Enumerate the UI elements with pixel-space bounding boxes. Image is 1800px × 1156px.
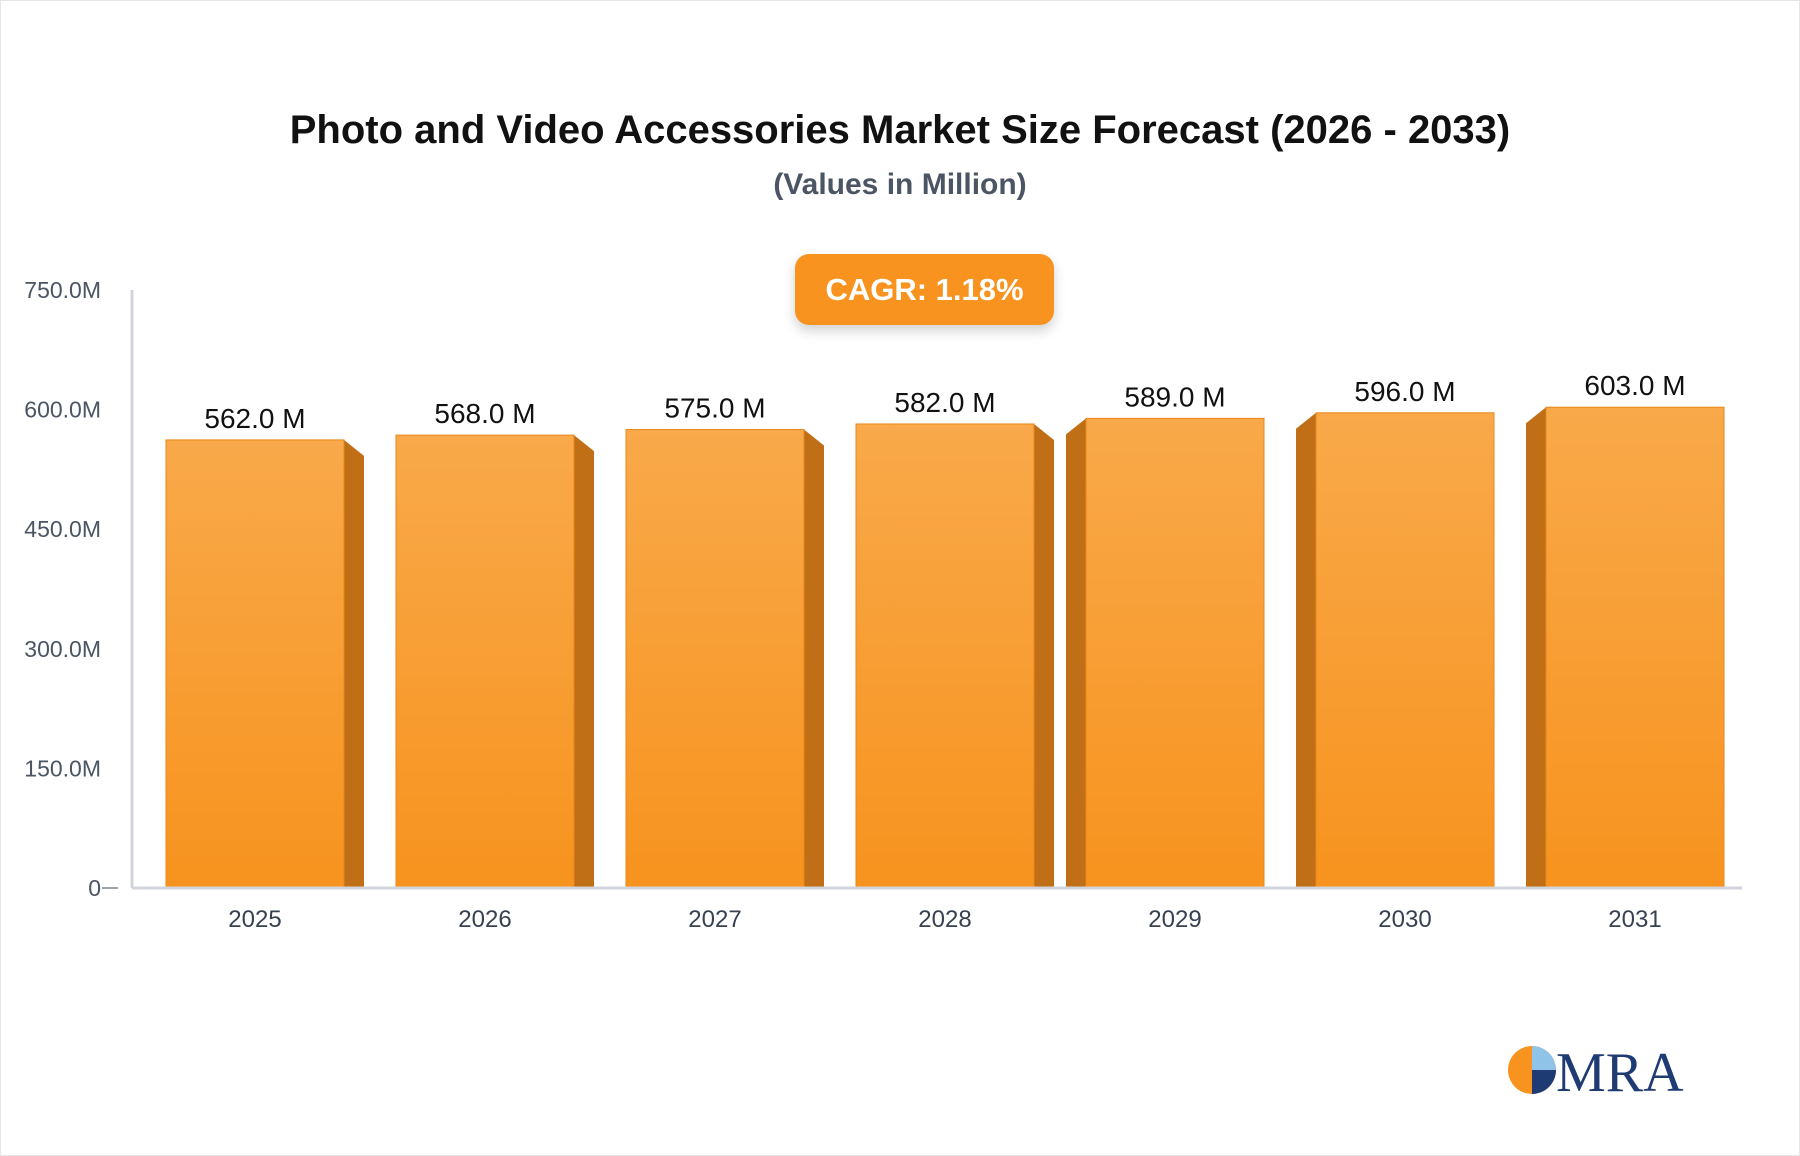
x-tick-label-2025: 2025 — [228, 906, 281, 933]
bar-2029 — [1085, 417, 1265, 889]
logo-blue-wedge — [1532, 1046, 1556, 1070]
bar-side-2029 — [1066, 418, 1086, 888]
y-tick-label: 600.0M — [24, 397, 101, 423]
bar-side-2027 — [804, 429, 824, 888]
bar-2026 — [395, 434, 575, 889]
bar-2031 — [1545, 406, 1725, 889]
bar-2030 — [1315, 412, 1495, 889]
y-tick-label: 750.0M — [24, 277, 101, 303]
bar-2028 — [855, 423, 1035, 889]
y-tick-label: 300.0M — [24, 636, 101, 662]
data-label-2026: 568.0 M — [434, 398, 535, 429]
bar-side-2031 — [1526, 407, 1546, 888]
data-label-2025: 562.0 M — [204, 403, 305, 434]
bar-side-2030 — [1296, 412, 1316, 888]
y-tick-label: 450.0M — [24, 516, 101, 542]
data-label-2030: 596.0 M — [1354, 376, 1455, 407]
x-tick-label-2027: 2027 — [688, 906, 741, 933]
data-label-2027: 575.0 M — [664, 393, 765, 424]
bar-side-2028 — [1034, 423, 1054, 888]
chart-title: Photo and Video Accessories Market Size … — [289, 108, 1511, 152]
y-tick-label: 0 — [88, 875, 101, 901]
mra-logo: MRA — [1508, 1042, 1684, 1100]
bar-side-2025 — [344, 439, 364, 888]
x-tick-label-2028: 2028 — [918, 906, 971, 933]
x-tick-label-2029: 2029 — [1148, 906, 1201, 933]
cagr-badge: CAGR: 1.18% — [795, 254, 1054, 325]
chart-subtitle: (Values in Million) — [773, 168, 1027, 201]
x-tick-label-2030: 2030 — [1378, 906, 1431, 933]
data-label-2029: 589.0 M — [1124, 381, 1225, 412]
bar-side-2026 — [574, 435, 594, 888]
data-label-2031: 603.0 M — [1584, 370, 1685, 401]
logo-text: MRA — [1556, 1042, 1684, 1100]
data-label-2028: 582.0 M — [894, 387, 995, 418]
bar-2025 — [165, 439, 345, 889]
x-tick-label-2026: 2026 — [458, 906, 511, 933]
y-tick-label: 150.0M — [24, 755, 101, 781]
logo-navy-wedge — [1532, 1070, 1556, 1094]
bar-2027 — [625, 429, 805, 889]
x-tick-label-2031: 2031 — [1608, 906, 1661, 933]
